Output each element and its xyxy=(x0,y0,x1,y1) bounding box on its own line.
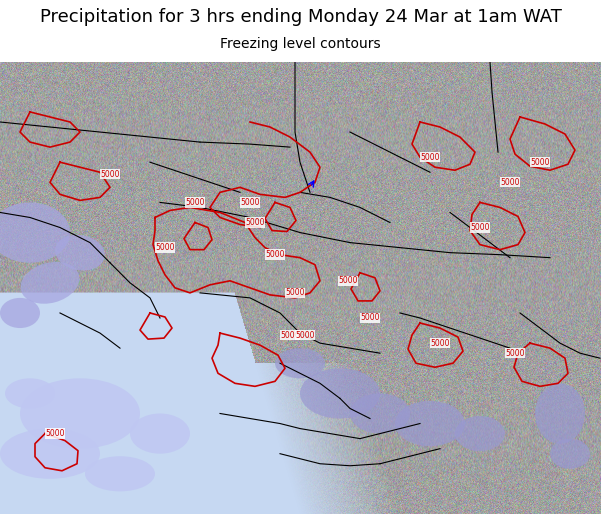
Text: 5000: 5000 xyxy=(500,178,520,187)
Ellipse shape xyxy=(300,368,380,418)
Ellipse shape xyxy=(535,383,585,444)
Ellipse shape xyxy=(55,235,105,270)
Text: 5000: 5000 xyxy=(285,288,305,298)
Text: 5000: 5000 xyxy=(420,153,440,162)
Text: 5000: 5000 xyxy=(155,243,175,252)
Ellipse shape xyxy=(0,429,100,479)
Ellipse shape xyxy=(550,438,590,469)
Ellipse shape xyxy=(85,456,155,491)
Ellipse shape xyxy=(20,262,79,304)
Ellipse shape xyxy=(395,401,465,446)
Ellipse shape xyxy=(0,203,70,263)
Text: 5000: 5000 xyxy=(338,277,358,285)
Text: Freezing level contours: Freezing level contours xyxy=(220,38,381,51)
Text: 5000: 5000 xyxy=(430,339,450,347)
Ellipse shape xyxy=(130,413,190,454)
Ellipse shape xyxy=(20,378,140,449)
Text: 5000: 5000 xyxy=(470,223,490,232)
Ellipse shape xyxy=(275,348,325,378)
Ellipse shape xyxy=(0,298,40,328)
Text: 5000: 5000 xyxy=(295,331,315,340)
Text: 5000: 5000 xyxy=(265,250,285,259)
Text: 5000: 5000 xyxy=(530,158,550,167)
Text: Precipitation for 3 hrs ending Monday 24 Mar at 1am WAT: Precipitation for 3 hrs ending Monday 24… xyxy=(40,8,561,26)
Ellipse shape xyxy=(350,393,410,434)
Text: 5000: 5000 xyxy=(280,331,300,340)
Text: 5000: 5000 xyxy=(505,348,525,358)
Text: 5000: 5000 xyxy=(360,314,380,322)
Text: 5000: 5000 xyxy=(185,198,205,207)
Text: 5000: 5000 xyxy=(100,170,120,179)
Ellipse shape xyxy=(5,378,55,409)
Text: 5000: 5000 xyxy=(45,429,65,438)
Text: 5000: 5000 xyxy=(240,198,260,207)
Text: 5000: 5000 xyxy=(245,218,265,227)
Ellipse shape xyxy=(455,416,505,451)
